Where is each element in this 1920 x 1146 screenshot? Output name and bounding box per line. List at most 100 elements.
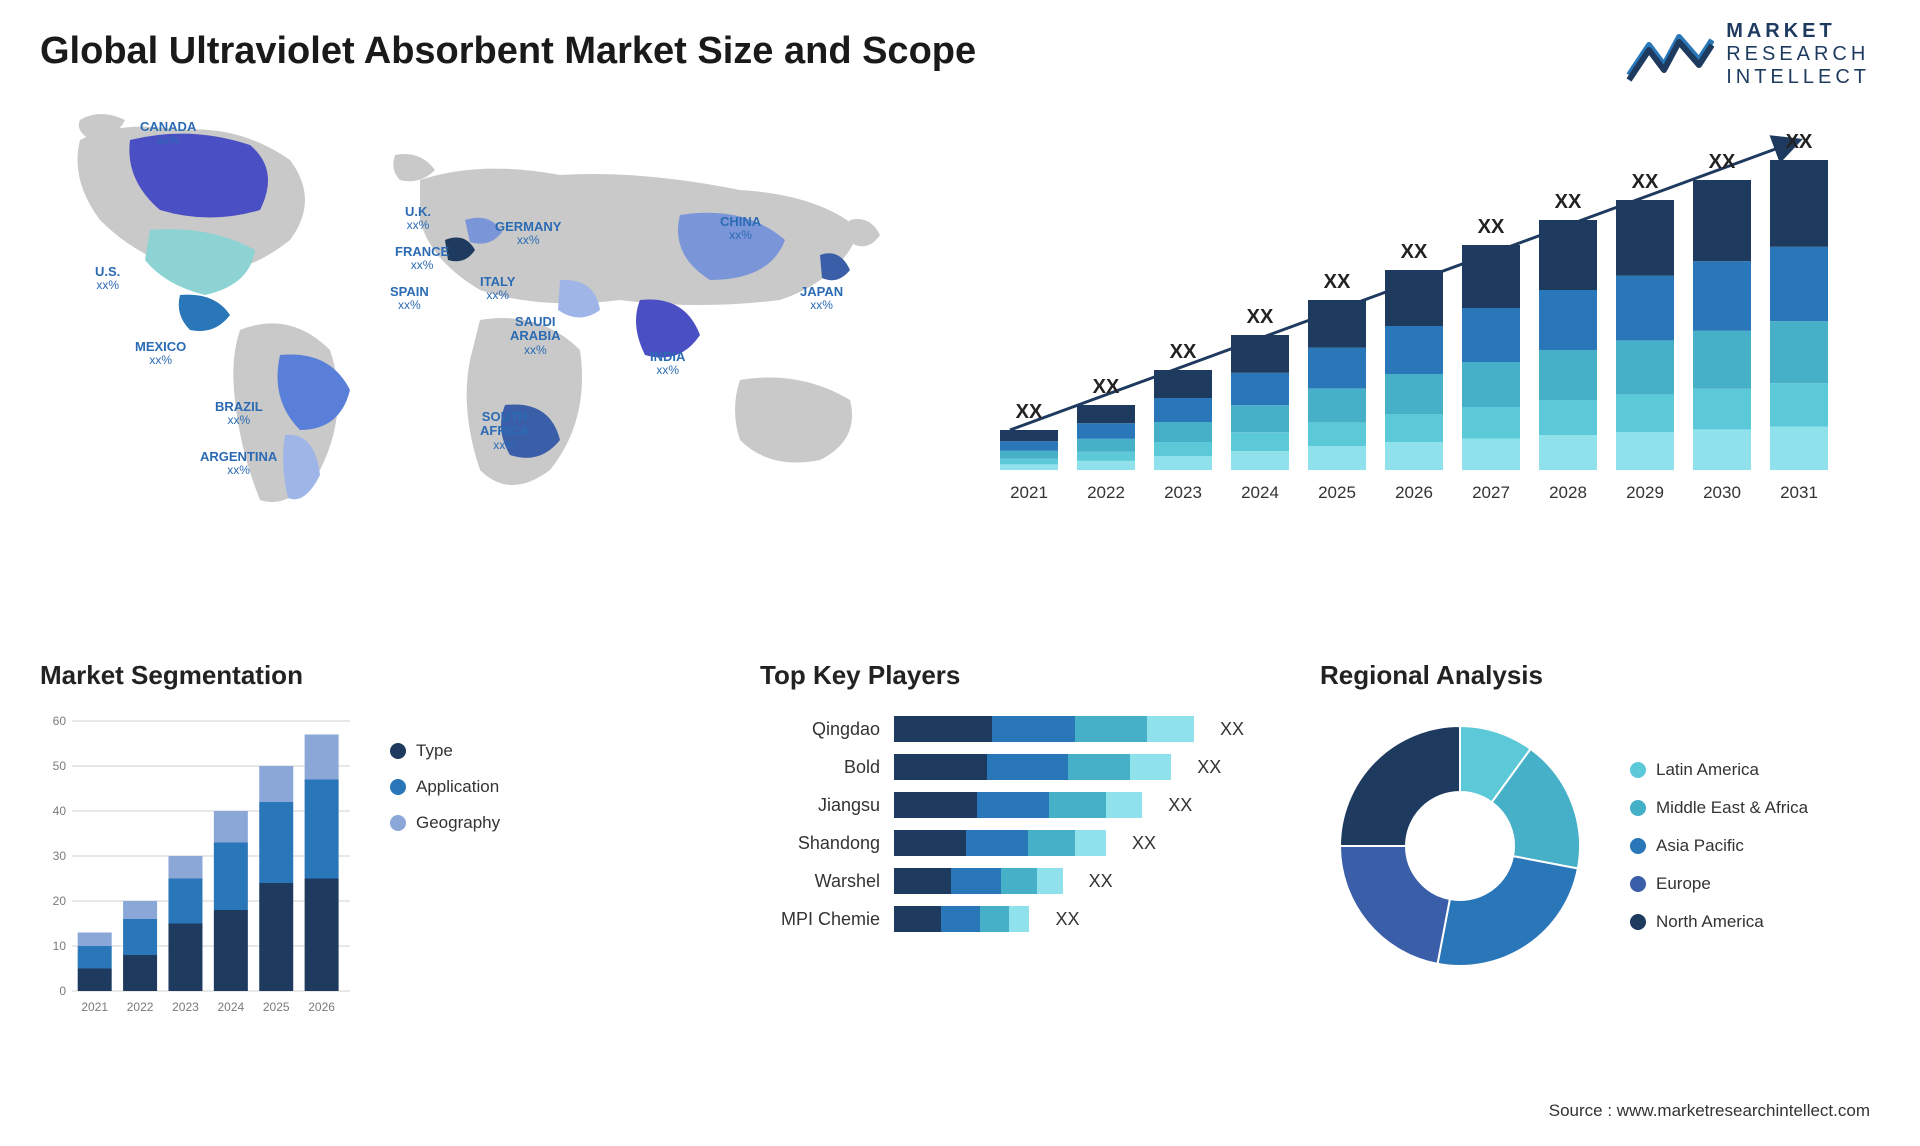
svg-text:2021: 2021 (1010, 483, 1048, 502)
player-bar (894, 906, 1029, 932)
player-row: Bold XX (760, 754, 1280, 780)
player-value: XX (1132, 833, 1156, 854)
player-name: Bold (760, 757, 880, 778)
player-row: Shandong XX (760, 830, 1280, 856)
svg-text:10: 10 (53, 939, 67, 953)
svg-text:2021: 2021 (81, 1000, 108, 1014)
map-label: BRAZILxx% (215, 400, 263, 427)
logo-icon (1624, 25, 1714, 85)
world-map: CANADAxx% U.S.xx% MEXICOxx% BRAZILxx% ARGENT… (40, 100, 920, 530)
world-map-svg (40, 100, 920, 530)
regional-donut (1320, 706, 1600, 986)
legend-item: Application (390, 777, 500, 797)
svg-text:XX: XX (1170, 341, 1197, 363)
map-label: SAUDIARABIAxx% (510, 315, 561, 357)
player-name: Shandong (760, 833, 880, 854)
regional-block: Regional Analysis Latin America Middle Ea… (1320, 660, 1880, 986)
source-credit: Source : www.marketresearchintellect.com (1549, 1101, 1870, 1121)
legend-item: Type (390, 741, 500, 761)
map-label: JAPANxx% (800, 285, 843, 312)
logo-text-2: RESEARCH (1726, 43, 1870, 66)
players-chart: QingdaoXXBoldXXJiangsuXXShandongXXWarshe… (760, 716, 1280, 932)
map-label: CHINAxx% (720, 215, 761, 242)
legend-item: North America (1630, 912, 1808, 932)
svg-text:2025: 2025 (263, 1000, 290, 1014)
svg-text:2031: 2031 (1780, 483, 1818, 502)
legend-item: Asia Pacific (1630, 836, 1808, 856)
segmentation-legend: Type Application Geography (390, 741, 500, 833)
logo-text-3: INTELLECT (1726, 66, 1870, 89)
player-row: Warshel XX (760, 868, 1280, 894)
players-title: Top Key Players (760, 660, 1280, 691)
players-block: Top Key Players Qingdao XX Bold XX Jiangsu XX… (760, 660, 1280, 932)
map-label: ARGENTINAxx% (200, 450, 277, 477)
segmentation-block: Market Segmentation 01020304050602021202… (40, 660, 560, 1021)
svg-text:XX: XX (1555, 191, 1582, 213)
legend-item: Latin America (1630, 760, 1808, 780)
map-label: SPAINxx% (390, 285, 429, 312)
regional-legend: Latin America Middle East & Africa Asia Pa… (1630, 760, 1808, 932)
svg-text:2026: 2026 (308, 1000, 335, 1014)
svg-text:XX: XX (1324, 271, 1351, 293)
player-name: Warshel (760, 871, 880, 892)
legend-item: Europe (1630, 874, 1808, 894)
svg-text:XX: XX (1709, 151, 1736, 173)
svg-text:20: 20 (53, 894, 67, 908)
svg-text:XX: XX (1478, 216, 1505, 238)
map-label: INDIAxx% (650, 350, 685, 377)
svg-text:2027: 2027 (1472, 483, 1510, 502)
svg-text:2023: 2023 (1164, 483, 1202, 502)
svg-text:2026: 2026 (1395, 483, 1433, 502)
player-value: XX (1197, 757, 1221, 778)
svg-text:2030: 2030 (1703, 483, 1741, 502)
svg-text:2024: 2024 (217, 1000, 244, 1014)
map-label: SOUTHAFRICAxx% (480, 410, 529, 452)
player-bar (894, 716, 1194, 742)
svg-text:0: 0 (59, 984, 66, 998)
svg-text:2025: 2025 (1318, 483, 1356, 502)
player-value: XX (1220, 719, 1244, 740)
svg-text:2022: 2022 (127, 1000, 154, 1014)
player-bar (894, 792, 1142, 818)
player-name: Jiangsu (760, 795, 880, 816)
map-label: FRANCExx% (395, 245, 449, 272)
map-label: GERMANYxx% (495, 220, 561, 247)
regional-title: Regional Analysis (1320, 660, 1880, 691)
map-label: CANADAxx% (140, 120, 196, 147)
svg-text:40: 40 (53, 804, 67, 818)
player-value: XX (1168, 795, 1192, 816)
svg-text:2029: 2029 (1626, 483, 1664, 502)
map-label: ITALYxx% (480, 275, 515, 302)
svg-text:60: 60 (53, 714, 67, 728)
growth-bar-chart: XX 2021 XX 2022 XX 2023 XX 2024 XX 2025 XX 2026 XX 20… (960, 110, 1860, 530)
svg-text:XX: XX (1401, 241, 1428, 263)
svg-text:XX: XX (1016, 401, 1043, 423)
map-label: MEXICOxx% (135, 340, 186, 367)
segmentation-chart: 0102030405060202120222023202420252026 (40, 711, 360, 1021)
svg-text:XX: XX (1632, 171, 1659, 193)
player-row: Qingdao XX (760, 716, 1280, 742)
svg-text:2023: 2023 (172, 1000, 199, 1014)
svg-text:50: 50 (53, 759, 67, 773)
svg-text:2022: 2022 (1087, 483, 1125, 502)
player-name: MPI Chemie (760, 909, 880, 930)
map-label: U.S.xx% (95, 265, 120, 292)
player-name: Qingdao (760, 719, 880, 740)
brand-logo: MARKET RESEARCH INTELLECT (1624, 20, 1870, 89)
logo-text-1: MARKET (1726, 20, 1870, 43)
player-bar (894, 868, 1063, 894)
svg-text:XX: XX (1786, 131, 1813, 153)
legend-item: Middle East & Africa (1630, 798, 1808, 818)
player-bar (894, 754, 1171, 780)
map-label: U.K.xx% (405, 205, 431, 232)
player-bar (894, 830, 1106, 856)
legend-item: Geography (390, 813, 500, 833)
player-row: MPI Chemie XX (760, 906, 1280, 932)
player-row: Jiangsu XX (760, 792, 1280, 818)
player-value: XX (1089, 871, 1113, 892)
page-title: Global Ultraviolet Absorbent Market Size… (40, 30, 976, 73)
svg-text:2028: 2028 (1549, 483, 1587, 502)
segmentation-title: Market Segmentation (40, 660, 560, 691)
svg-text:2024: 2024 (1241, 483, 1279, 502)
player-value: XX (1055, 909, 1079, 930)
